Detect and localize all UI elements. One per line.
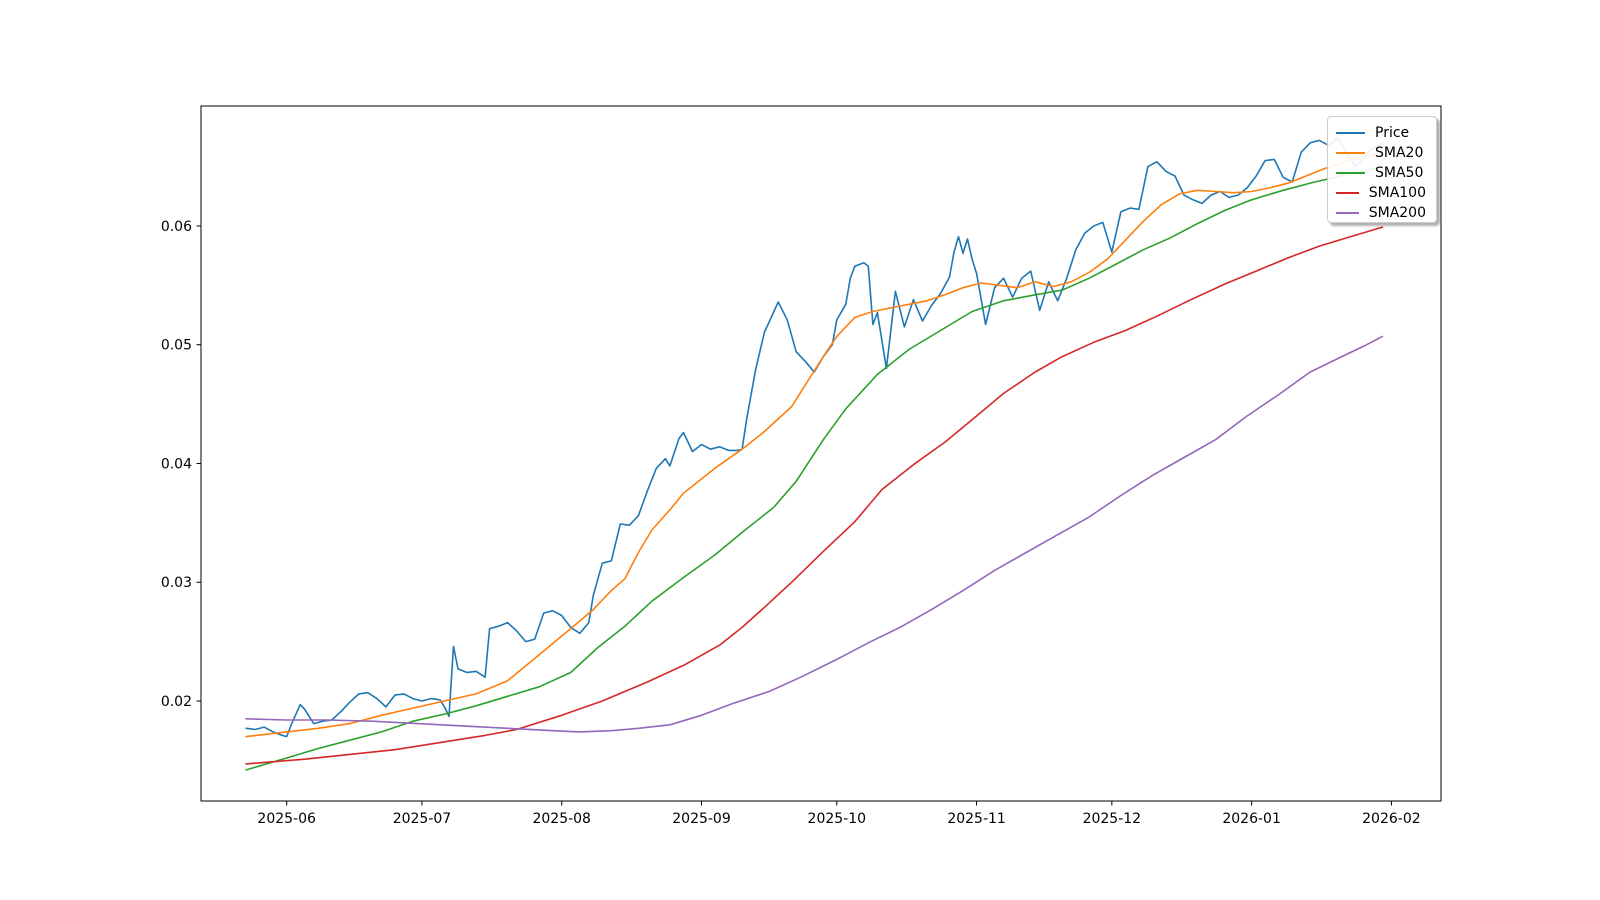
plot-frame xyxy=(200,105,1442,802)
legend-line-swatch xyxy=(1336,132,1365,134)
x-tick-label: 2025-08 xyxy=(532,811,591,827)
legend-label: SMA200 xyxy=(1368,205,1426,221)
series-line-sma50 xyxy=(245,165,1384,771)
x-tick-label: 2025-12 xyxy=(1083,811,1142,827)
x-tick-label: 2025-11 xyxy=(947,811,1006,827)
y-tick-label: 0.06 xyxy=(161,219,192,235)
x-tick-label: 2025-06 xyxy=(257,811,316,827)
series-line-price xyxy=(245,137,1384,738)
series-line-sma100 xyxy=(245,226,1384,765)
legend-line-swatch xyxy=(1336,192,1359,194)
legend-label: SMA50 xyxy=(1375,165,1424,181)
legend-entry-sma200: SMA200 xyxy=(1336,203,1426,223)
legend: Price SMA20 SMA50 SMA100 SMA200 xyxy=(1327,116,1437,223)
y-tick-label: 0.05 xyxy=(161,338,192,354)
legend-line-swatch xyxy=(1336,212,1359,214)
series-line-sma200 xyxy=(245,335,1384,733)
y-tick-label: 0.03 xyxy=(161,575,192,591)
legend-line-swatch xyxy=(1336,152,1365,154)
legend-entry-sma20: SMA20 xyxy=(1336,143,1426,163)
legend-label: SMA100 xyxy=(1368,185,1426,201)
legend-label: Price xyxy=(1375,125,1410,141)
series-line-sma20 xyxy=(245,151,1384,738)
x-tick-label: 2025-07 xyxy=(393,811,452,827)
legend-entry-sma50: SMA50 xyxy=(1336,163,1426,183)
x-tick-label: 2026-02 xyxy=(1362,811,1421,827)
x-tick-label: 2025-10 xyxy=(808,811,867,827)
x-tick-label: 2025-09 xyxy=(672,811,731,827)
x-tick-label: 2026-01 xyxy=(1222,811,1281,827)
legend-entry-sma100: SMA100 xyxy=(1336,183,1426,203)
legend-label: SMA20 xyxy=(1375,145,1424,161)
y-tick-label: 0.02 xyxy=(161,694,192,710)
legend-line-swatch xyxy=(1336,172,1365,174)
legend-entry-price: Price xyxy=(1336,123,1426,143)
y-tick-label: 0.04 xyxy=(161,456,192,472)
